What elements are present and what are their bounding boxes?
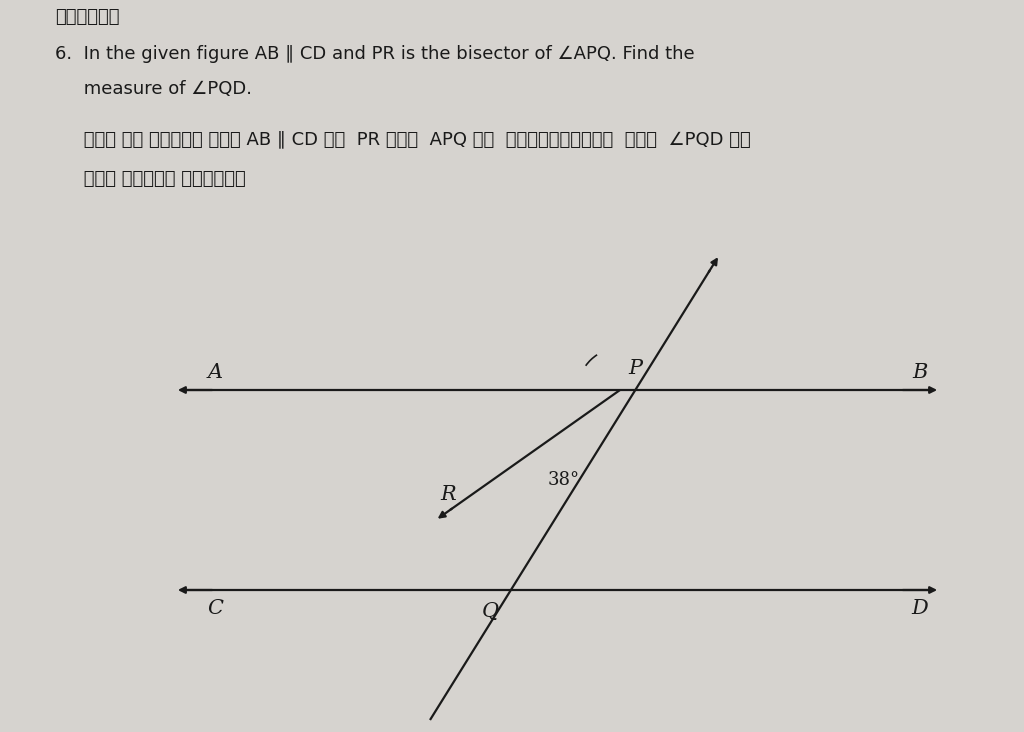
Text: D: D (911, 599, 929, 618)
Text: Q: Q (481, 602, 499, 621)
Text: 38°: 38° (548, 471, 581, 489)
Text: A: A (208, 362, 222, 381)
Text: काजिए।: काजिए। (55, 8, 120, 26)
Text: R: R (440, 485, 456, 504)
Text: B: B (912, 362, 928, 381)
Text: measure of ∠PQD.: measure of ∠PQD. (55, 80, 252, 98)
Text: माप ज्ञात कीजिए।: माप ज्ञात कीजिए। (55, 170, 246, 188)
Text: दिए गए चित्र में AB ∥ CD और  PR कोण  APQ का  समद्विभाजक  है।  ∠PQD को: दिए गए चित्र में AB ∥ CD और PR कोण APQ क… (55, 130, 751, 148)
Text: P: P (628, 359, 642, 378)
Text: 6.  In the given figure AB ∥ CD and PR is the bisector of ∠APQ. Find the: 6. In the given figure AB ∥ CD and PR is… (55, 45, 694, 63)
Text: C: C (207, 599, 223, 618)
